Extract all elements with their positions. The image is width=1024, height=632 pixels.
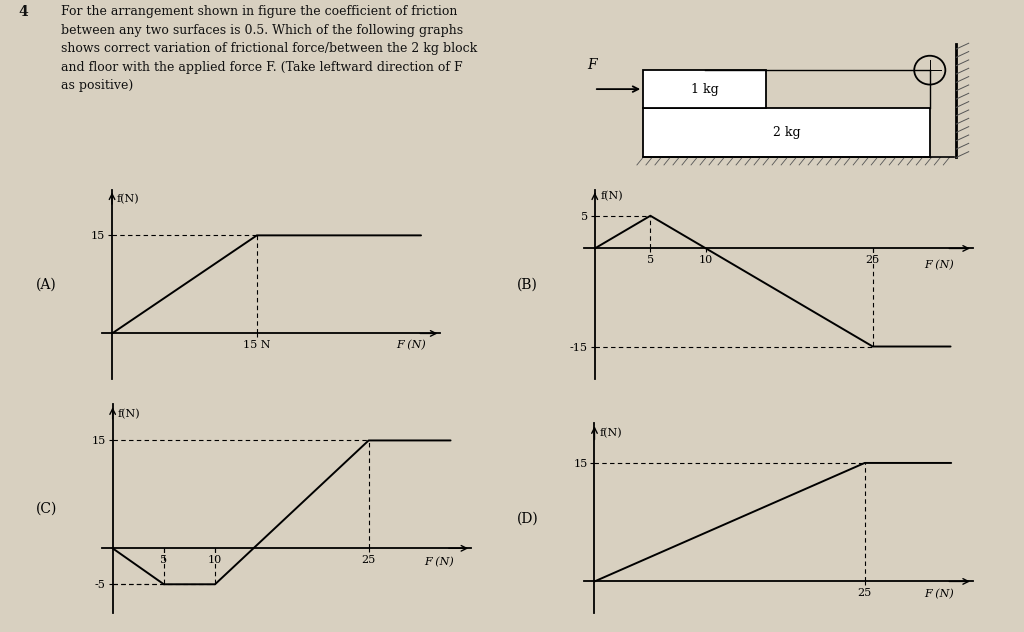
Text: (D): (D) xyxy=(516,511,539,525)
Text: (C): (C) xyxy=(36,502,56,516)
Text: F (N): F (N) xyxy=(924,260,953,270)
Bar xyxy=(643,108,930,157)
Text: f(N): f(N) xyxy=(600,191,623,202)
Text: f(N): f(N) xyxy=(117,194,139,204)
Text: f(N): f(N) xyxy=(600,428,623,439)
Text: 1 kg: 1 kg xyxy=(690,83,719,95)
Text: (B): (B) xyxy=(517,277,538,291)
Text: For the arrangement shown in figure the coefficient of friction
between any two : For the arrangement shown in figure the … xyxy=(61,5,477,92)
Text: (A): (A) xyxy=(36,277,56,291)
Text: F: F xyxy=(587,58,597,72)
Bar xyxy=(643,70,766,108)
Text: f(N): f(N) xyxy=(118,409,140,419)
Text: 4: 4 xyxy=(18,5,29,19)
Text: F (N): F (N) xyxy=(924,588,953,599)
Text: F (N): F (N) xyxy=(396,340,426,351)
Text: F (N): F (N) xyxy=(424,557,454,567)
Text: 2 kg: 2 kg xyxy=(773,126,800,139)
